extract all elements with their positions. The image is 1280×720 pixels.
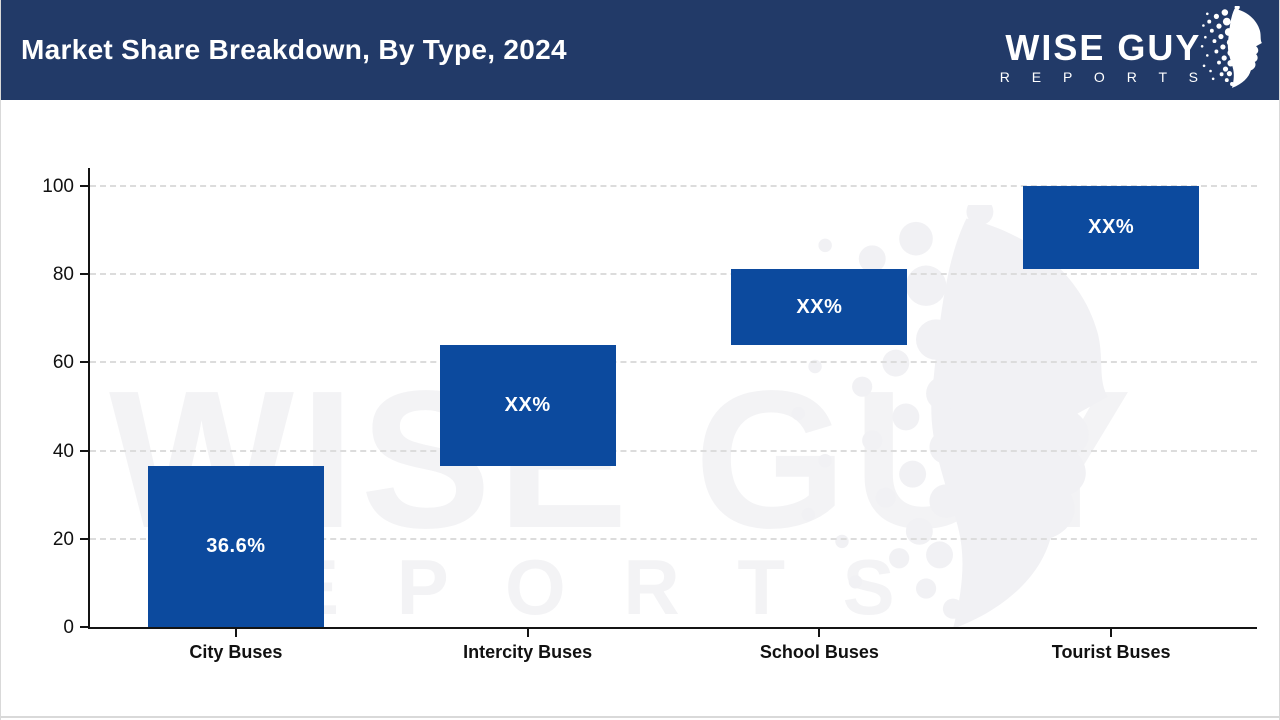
- bar-value-label: 36.6%: [206, 534, 266, 557]
- logo-subtitle: R E P O R T S: [999, 68, 1207, 85]
- bar-value-label: XX%: [504, 393, 551, 416]
- y-tick-mark: [80, 361, 88, 364]
- bottom-border: [1, 716, 1279, 718]
- logo-wordmark: WISE GUY: [1005, 26, 1202, 68]
- y-tick-mark: [80, 273, 88, 276]
- x-tick-mark: [526, 629, 529, 637]
- y-tick-label: 60: [52, 352, 74, 374]
- y-tick-label: 80: [52, 264, 74, 286]
- y-gridline: [90, 273, 1257, 276]
- x-tick-label: School Buses: [759, 642, 879, 662]
- bar-segment: XX%: [1023, 186, 1200, 269]
- x-tick-mark: [234, 629, 237, 637]
- x-tick-label: City Buses: [189, 642, 283, 662]
- wise-guy-reports-logo: WISE GUY R E P O R T S: [1000, 6, 1271, 97]
- y-gridline: [90, 185, 1257, 187]
- y-tick-mark: [80, 626, 88, 628]
- x-axis-spine: [88, 627, 1257, 629]
- bar-value-label: XX%: [796, 295, 843, 318]
- y-axis-spine: [88, 168, 90, 629]
- bar-segment: XX%: [439, 345, 616, 466]
- y-tick-label: 20: [52, 528, 74, 550]
- x-tick-mark: [1110, 629, 1113, 637]
- x-tick-label: Tourist Buses: [1051, 642, 1171, 662]
- y-tick-label: 40: [52, 440, 74, 462]
- y-tick-label: 0: [63, 617, 74, 638]
- y-gridline: [90, 361, 1257, 364]
- x-tick-label: Intercity Buses: [463, 642, 593, 662]
- page-title: Market Share Breakdown, By Type, 2024: [21, 34, 567, 65]
- y-tick-label: 100: [42, 176, 74, 197]
- y-tick-mark: [80, 185, 88, 187]
- y-gridline: [90, 449, 1257, 452]
- header-bar: Market Share Breakdown, By Type, 2024 WI…: [1, 0, 1279, 100]
- x-tick-mark: [818, 629, 821, 637]
- bar-value-label: XX%: [1088, 215, 1135, 238]
- bar-segment: 36.6%: [147, 465, 324, 627]
- bar-segment: XX%: [731, 268, 908, 346]
- y-tick-mark: [80, 537, 88, 540]
- y-tick-mark: [80, 449, 88, 452]
- logo-text: WISE GUY R E P O R T S: [1000, 27, 1207, 85]
- y-gridline: [90, 537, 1257, 540]
